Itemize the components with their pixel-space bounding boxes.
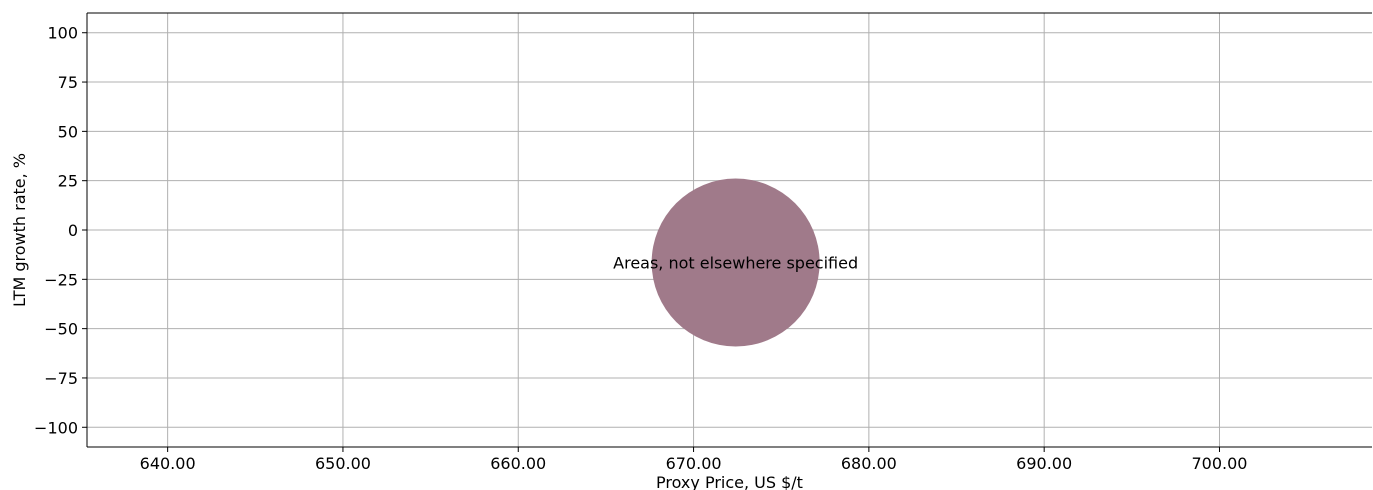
y-tick-label: −75: [44, 369, 78, 388]
y-tick-label: −25: [44, 270, 78, 289]
bubble-label: Areas, not elsewhere specified: [613, 254, 858, 273]
y-axis-ticks: 100 75 50 25 0 −25 −50 −75 −100: [34, 24, 87, 437]
y-tick-label: 100: [47, 24, 78, 43]
x-tick-label: 690.00: [1016, 454, 1072, 473]
y-tick-label: −50: [44, 320, 78, 339]
y-tick-label: 50: [58, 122, 78, 141]
x-tick-label: 640.00: [140, 454, 196, 473]
x-tick-label: 650.00: [315, 454, 371, 473]
bubble-layer: Areas, not elsewhere specified: [613, 178, 858, 347]
bubble-point: [651, 178, 820, 347]
y-tick-label: −100: [34, 418, 78, 437]
y-axis-label: LTM growth rate, %: [10, 153, 29, 307]
x-tick-label: 670.00: [666, 454, 722, 473]
x-axis-ticks: 640.00 650.00 660.00 670.00 680.00 690.00 700.…: [140, 447, 1247, 473]
y-tick-label: 75: [58, 73, 78, 92]
x-tick-label: 700.00: [1191, 454, 1247, 473]
x-axis-label: Proxy Price, US $/t: [656, 473, 803, 490]
y-tick-label: 0: [68, 221, 78, 240]
x-tick-label: 660.00: [490, 454, 546, 473]
y-tick-label: 25: [58, 172, 78, 191]
x-tick-label: 680.00: [841, 454, 897, 473]
